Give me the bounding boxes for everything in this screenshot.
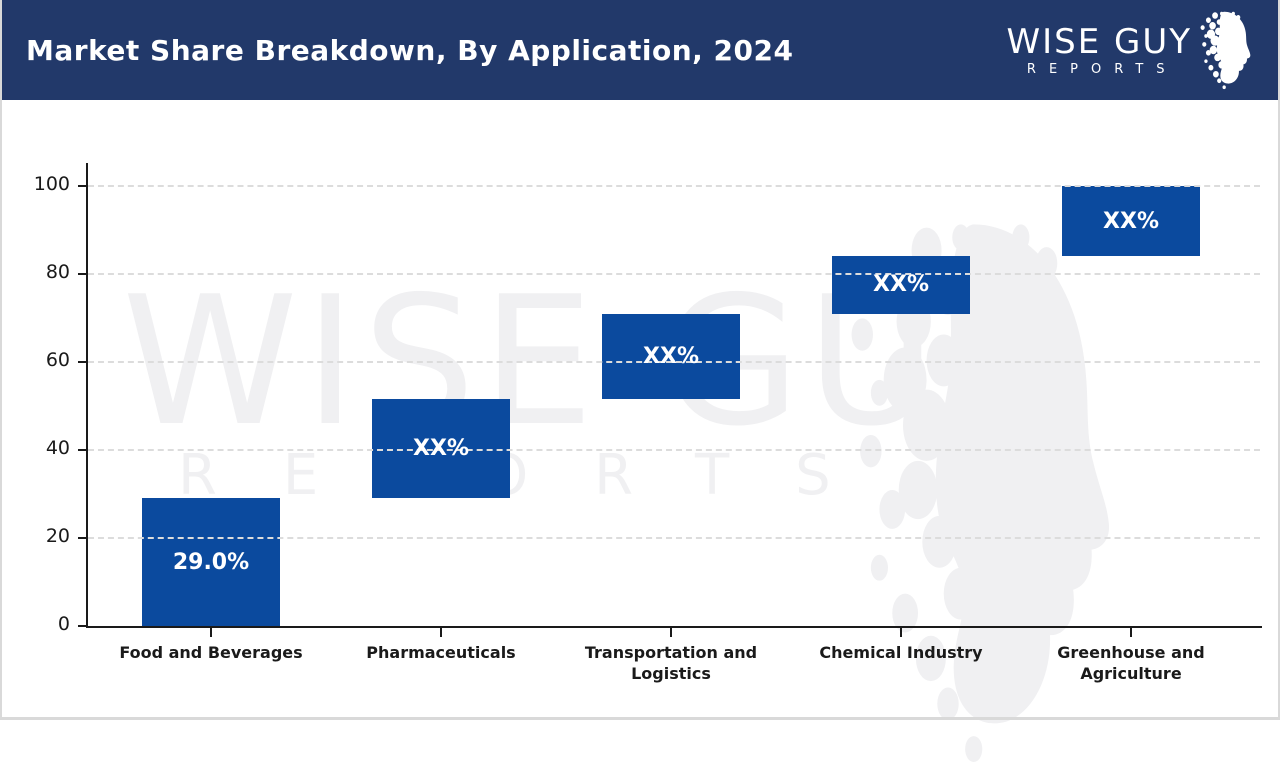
y-tick-label: 0 xyxy=(57,613,70,635)
header: Market Share Breakdown, By Application, … xyxy=(0,0,1280,100)
y-axis-line xyxy=(86,163,88,628)
y-tick xyxy=(78,537,88,539)
x-category-label: Pharmaceuticals xyxy=(366,643,516,662)
gridline xyxy=(88,449,1260,451)
gridline xyxy=(88,537,1260,539)
x-tick xyxy=(1130,628,1132,637)
x-tick xyxy=(210,628,212,637)
bar-label: XX% xyxy=(413,436,469,462)
y-tick xyxy=(78,273,88,275)
bar-label: XX% xyxy=(1103,208,1159,234)
y-tick-label: 100 xyxy=(33,173,70,195)
x-category-label: Chemical Industry xyxy=(819,643,983,662)
brand-logo: WISE GUY REPORTS xyxy=(1006,9,1254,91)
gridline xyxy=(88,273,1260,275)
logo-sub-text: REPORTS xyxy=(1026,61,1178,77)
bar xyxy=(1062,186,1200,257)
page-title: Market Share Breakdown, By Application, … xyxy=(26,33,794,67)
y-tick-label: 40 xyxy=(45,437,70,459)
y-tick-label: 60 xyxy=(45,349,70,371)
x-axis-line xyxy=(86,626,1262,628)
y-tick xyxy=(78,361,88,363)
x-tick xyxy=(440,628,442,637)
y-tick xyxy=(78,185,88,187)
watermark-head-icon xyxy=(851,224,1110,763)
x-tick xyxy=(670,628,672,637)
chart-area: WISE GUY REPORTS 0 20 40 60 80 100 29.0% Food a… xyxy=(33,163,1262,763)
x-category-label: Greenhouse and Agriculture xyxy=(1057,643,1205,683)
gridline xyxy=(88,361,1260,363)
y-tick-label: 80 xyxy=(45,261,70,283)
y-tick xyxy=(78,625,88,627)
x-tick xyxy=(900,628,902,637)
logo-brand-text: WISE GUY xyxy=(1006,21,1192,62)
bar xyxy=(372,399,510,499)
logo-text: WISE GUY REPORTS xyxy=(1006,25,1192,76)
x-category-label: Food and Beverages xyxy=(119,643,303,662)
plot: 0 20 40 60 80 100 29.0% Food and Beverages XX% Ph… xyxy=(33,163,1262,683)
bar xyxy=(602,313,740,400)
bar-label: XX% xyxy=(643,343,699,369)
bar-label: XX% xyxy=(873,272,929,298)
bar-label: 29.0% xyxy=(172,549,250,575)
logo-head-icon xyxy=(1200,11,1251,90)
y-tick-label: 20 xyxy=(45,525,70,547)
bar xyxy=(142,498,280,626)
x-category-label: Transportation and Logistics xyxy=(584,643,758,683)
bar xyxy=(832,256,970,314)
y-tick xyxy=(78,449,88,451)
gridline xyxy=(88,185,1260,187)
